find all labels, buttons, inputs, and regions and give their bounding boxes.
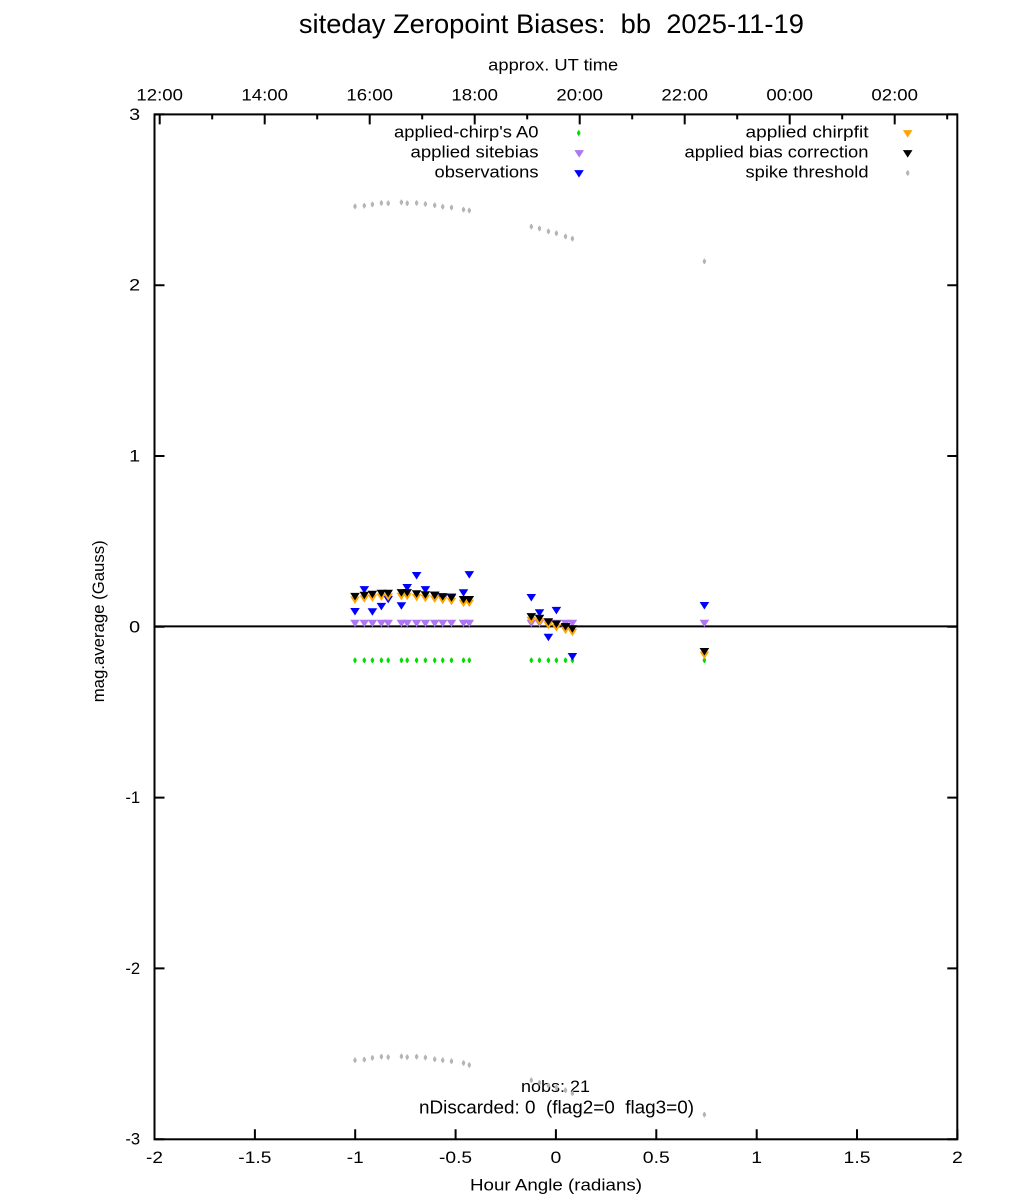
svg-text:spike threshold: spike threshold — [746, 162, 869, 181]
svg-text:0: 0 — [551, 1148, 562, 1167]
svg-text:3: 3 — [129, 105, 140, 124]
svg-text:-3: -3 — [125, 1130, 140, 1149]
svg-text:00:00: 00:00 — [766, 85, 813, 104]
svg-text:2: 2 — [129, 276, 140, 295]
svg-text:applied-chirp's A0: applied-chirp's A0 — [394, 122, 539, 141]
svg-text:1: 1 — [751, 1148, 762, 1167]
svg-text:Hour Angle (radians): Hour Angle (radians) — [470, 1176, 642, 1195]
svg-text:nDiscarded: 0 (flag2=0 flag3: nDiscarded: 0 (flag2=0 flag3=0) — [419, 1098, 694, 1118]
svg-text:16:00: 16:00 — [346, 85, 393, 104]
svg-text:12:00: 12:00 — [136, 85, 183, 104]
svg-text:-0.5: -0.5 — [439, 1148, 472, 1167]
svg-text:observations: observations — [435, 162, 539, 181]
svg-text:18:00: 18:00 — [451, 85, 498, 104]
svg-text:22:00: 22:00 — [661, 85, 708, 104]
svg-text:2: 2 — [952, 1148, 963, 1167]
svg-text:14:00: 14:00 — [241, 85, 288, 104]
svg-text:-2: -2 — [125, 959, 140, 978]
svg-text:approx. UT time: approx. UT time — [488, 56, 618, 75]
svg-text:applied sitebias: applied sitebias — [411, 142, 539, 161]
svg-text:-1.5: -1.5 — [238, 1148, 271, 1167]
svg-text:-2: -2 — [146, 1148, 163, 1167]
svg-text:20:00: 20:00 — [556, 85, 603, 104]
svg-text:1: 1 — [129, 447, 140, 466]
svg-text:1.5: 1.5 — [844, 1148, 871, 1167]
svg-text:applied chirpfit: applied chirpfit — [746, 122, 869, 141]
svg-text:0: 0 — [129, 617, 140, 636]
svg-text:-1: -1 — [347, 1148, 364, 1167]
svg-text:applied bias correction: applied bias correction — [685, 142, 869, 161]
svg-text:-1: -1 — [125, 788, 140, 807]
svg-text:0.5: 0.5 — [643, 1148, 670, 1167]
svg-text:siteday Zeropoint Biases: bb: siteday Zeropoint Biases: bb 2025-11-19 — [299, 9, 804, 39]
svg-text:02:00: 02:00 — [871, 85, 918, 104]
svg-text:mag.average (Gauss): mag.average (Gauss) — [89, 540, 108, 702]
